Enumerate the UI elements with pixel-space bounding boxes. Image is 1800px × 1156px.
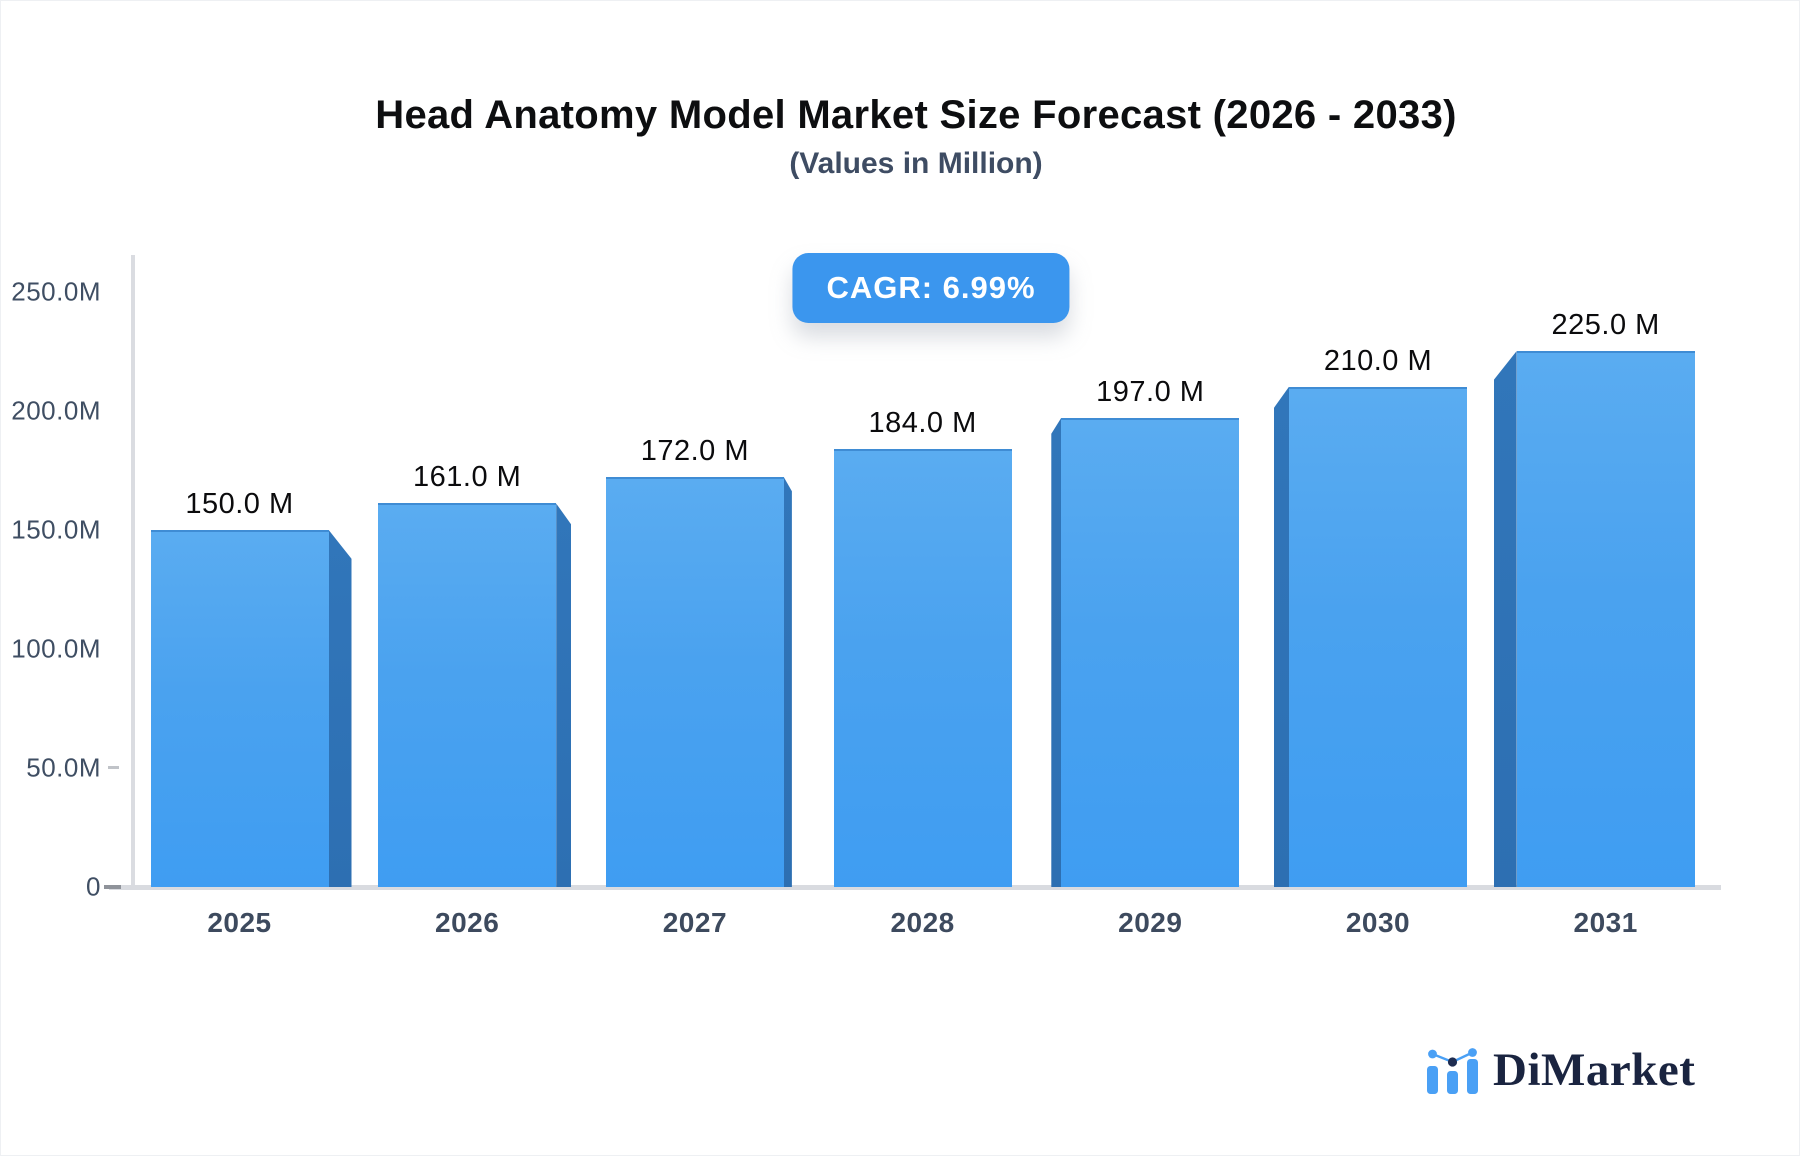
- bar-value-label: 161.0 M: [413, 461, 522, 494]
- bar-side: [556, 503, 572, 887]
- bar-side: [1051, 417, 1062, 887]
- x-axis-label: 2026: [435, 907, 500, 938]
- y-tick-label: 0: [86, 871, 101, 902]
- x-axis-label: 2030: [1345, 907, 1411, 938]
- x-axis-line: [109, 885, 1721, 890]
- x-axis-label: 2031: [1573, 907, 1638, 938]
- bar-face: [378, 503, 557, 887]
- x-axis-label: 2028: [890, 907, 955, 938]
- bar-value-label: 150.0 M: [185, 487, 294, 520]
- bar-value-label: 197.0 M: [1096, 375, 1205, 408]
- x-axis-label: 2027: [662, 907, 728, 938]
- bar-face: [1516, 351, 1695, 887]
- y-tick-label: 250.0M: [11, 276, 101, 306]
- bar-value-label: 210.0 M: [1323, 344, 1433, 377]
- bar-face: [150, 529, 329, 887]
- bar-face: [1061, 417, 1240, 887]
- y-tick-label: 200.0M: [11, 395, 101, 426]
- cagr-badge: CAGR: 6.99%: [792, 253, 1070, 323]
- y-axis-line: [131, 255, 135, 889]
- brand-logo-text: DiMarket: [1493, 1044, 1696, 1096]
- y-tick-label: 100.0M: [11, 633, 101, 664]
- bar-side: [1274, 386, 1289, 887]
- bar-face: [1289, 386, 1467, 887]
- chart-subtitle: (Values in Million): [789, 147, 1043, 180]
- y-tick-mark: [104, 885, 121, 889]
- brand-logo: DiMarket: [1427, 1047, 1695, 1094]
- x-axis-label: 2025: [207, 907, 272, 938]
- y-tick-label: 50.0M: [26, 752, 101, 783]
- bar-side: [328, 529, 352, 887]
- bar-face: [833, 448, 1012, 887]
- bar-side: [783, 477, 792, 887]
- y-tick-label: 150.0M: [11, 514, 101, 545]
- bar-value-label: 172.0 M: [640, 435, 750, 468]
- x-axis-label: 2029: [1118, 907, 1183, 938]
- bar-value-label: 184.0 M: [868, 406, 977, 439]
- y-tick-mark: [108, 766, 119, 770]
- cagr-badge-label: CAGR: 6.99%: [826, 270, 1036, 305]
- bar-value-label: 225.0 M: [1551, 309, 1660, 342]
- chart-title: Head Anatomy Model Market Size Forecast …: [375, 93, 1457, 137]
- bar-side: [1493, 351, 1517, 887]
- brand-logo-icon: [1427, 1047, 1478, 1094]
- bar-face: [605, 477, 784, 887]
